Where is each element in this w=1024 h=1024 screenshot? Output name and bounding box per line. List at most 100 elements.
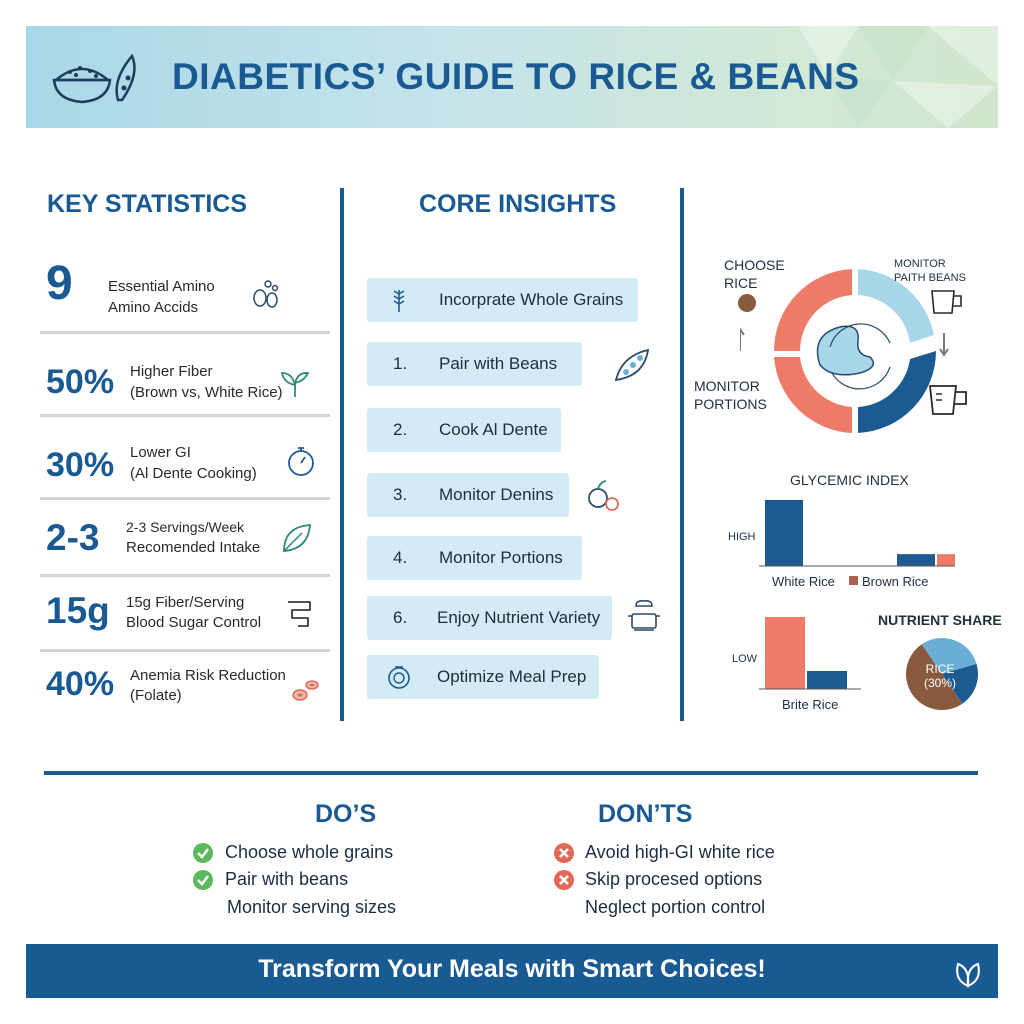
footer-text: Transform Your Meals with Smart Choices! [258, 955, 766, 983]
insight-number: 6. [393, 608, 408, 627]
cycle-label-line: MONITOR [894, 258, 946, 270]
brown-dot-icon [738, 294, 756, 312]
pie-slice-2 [906, 644, 963, 710]
stat-label: Lower GI [130, 444, 191, 461]
beans-icon [253, 280, 279, 308]
stat-item: 9 Essential Amino Amino Accids [40, 257, 330, 334]
stat-item: 30% Lower GI (Al Dente Cooking) [40, 430, 330, 500]
scale-icon [388, 666, 410, 689]
pie-title: NUTRIENT SHARE [878, 612, 1002, 628]
low-gi-chart [759, 617, 861, 690]
stat-label: Anemia Risk Reduction [130, 667, 286, 684]
bar-brown-rice [937, 554, 955, 566]
divider [40, 497, 330, 500]
stat-label: Higher Fiber [130, 363, 213, 380]
stat-sublabel: (Brown vs, White Rice) [130, 384, 283, 401]
chart-x-label: Brite Rice [782, 697, 839, 712]
pie-slice-0 [921, 638, 977, 674]
insight-label: Pair with Beans [439, 354, 558, 373]
legend-label: White Rice [772, 574, 835, 589]
core-insights-heading: CORE INSIGHTS [419, 190, 617, 218]
divider [40, 649, 330, 652]
cycle-label-monitor-beans: MONITOR PAITH BEANS [894, 257, 966, 285]
measuring-cup-icon [928, 385, 967, 415]
cross-icon [554, 843, 574, 863]
cross-icon [554, 870, 574, 890]
rice-bowl-icon [52, 53, 136, 104]
column-divider [680, 188, 684, 721]
legend-label: Brown Rice [862, 574, 929, 589]
cycle-segment-choose-rice [773, 269, 852, 351]
insight-number: 1. [393, 354, 408, 373]
check-icon [193, 870, 213, 890]
bean-pod-icon [614, 348, 650, 382]
chef-pot-icon [628, 600, 660, 631]
bean-icon [816, 325, 875, 376]
cycle-segment-monitor-beans [858, 269, 934, 343]
stat-label: 2-3 Servings/Week [126, 519, 245, 535]
blood-cells-icon [292, 680, 319, 701]
section-divider [44, 771, 978, 775]
insight-item: 4. Monitor Portions [367, 536, 582, 580]
cycle-label-line: RICE [724, 275, 758, 291]
insight-label: Incorprate Whole Grains [439, 290, 624, 309]
pie-label-line: RICE [925, 662, 955, 676]
insight-item: 6. Enjoy Nutrient Variety [367, 596, 612, 640]
legend-swatch [849, 576, 858, 585]
cycle-segment-lower [774, 357, 852, 433]
column-divider [340, 188, 344, 721]
pie-label-line: (30%) [923, 676, 956, 690]
insight-number: 3. [393, 485, 408, 504]
cycle-label-choose-rice: CHOOSE RICE [724, 256, 785, 292]
stat-item: 2-3 2-3 Servings/Week Recomended Intake [40, 507, 330, 577]
chart-y-tick: HIGH [728, 531, 756, 543]
cycle-label-line: PAITH BEANS [894, 272, 966, 284]
stat-item: 15g 15g Fiber/Serving Blood Sugar Contro… [40, 582, 330, 652]
donts-item: Neglect portion control [585, 897, 766, 917]
cycle-label-line: CHOOSE [724, 257, 785, 273]
insight-number: 4. [393, 548, 408, 567]
nutrient-share-pie [906, 638, 978, 710]
cycle-label-line: PORTIONS [694, 396, 767, 412]
stat-sublabel: (Al Dente Cooking) [130, 465, 257, 482]
donts-item: Skip procesed options [585, 869, 763, 889]
footer-banner: Transform Your Meals with Smart Choices! [26, 944, 998, 998]
stat-item: 40% Anemia Risk Reduction (Folate) [40, 657, 330, 727]
cycle-label-monitor-portions: MONITOR PORTIONS [694, 377, 767, 413]
bar-navy [807, 671, 847, 689]
bar-coral [765, 617, 805, 689]
header-banner: DIABETICS’ GUIDE TO RICE & BEANS [26, 26, 998, 128]
insight-label: Optimize Meal Prep [437, 667, 587, 686]
leaf-icon [283, 524, 311, 552]
leaves-icon [956, 962, 980, 988]
fruit-icon [588, 480, 619, 511]
stat-value: 40% [46, 665, 115, 703]
page-title: DIABETICS’ GUIDE TO RICE & BEANS [172, 56, 860, 97]
chart-title: GLYCEMIC INDEX [790, 472, 909, 488]
divider [40, 574, 330, 577]
cycle-segment-monitor-portions [858, 351, 937, 433]
insight-label: Cook Al Dente [439, 420, 548, 439]
measuring-cup-icon [931, 290, 962, 314]
insight-item: 2. Cook Al Dente [367, 408, 561, 452]
insight-item: 1. Pair with Beans [367, 342, 582, 386]
dos-item: Choose whole grains [225, 842, 394, 862]
stat-value: 15g [46, 590, 110, 631]
polygon-pattern-icon [798, 26, 998, 128]
insight-item: Optimize Meal Prep [367, 655, 599, 699]
insight-label: Enjoy Nutrient Variety [437, 608, 601, 627]
dos-item: Pair with beans [225, 869, 349, 889]
pie-center-label: RICE (30%) [918, 662, 962, 690]
divider [40, 331, 330, 334]
cycle-diagram [740, 269, 949, 433]
pie-slice-1 [942, 663, 978, 704]
bar-white-rice [765, 500, 803, 566]
dos-heading: DO’S [315, 800, 377, 828]
intestine-icon [288, 601, 311, 627]
stat-label: Essential Amino [108, 278, 215, 295]
stat-value: 50% [46, 363, 115, 401]
wheat-icon [393, 290, 405, 312]
glycemic-index-chart [759, 500, 955, 567]
stat-sublabel: (Folate) [130, 687, 182, 704]
stopwatch-icon [288, 447, 314, 476]
